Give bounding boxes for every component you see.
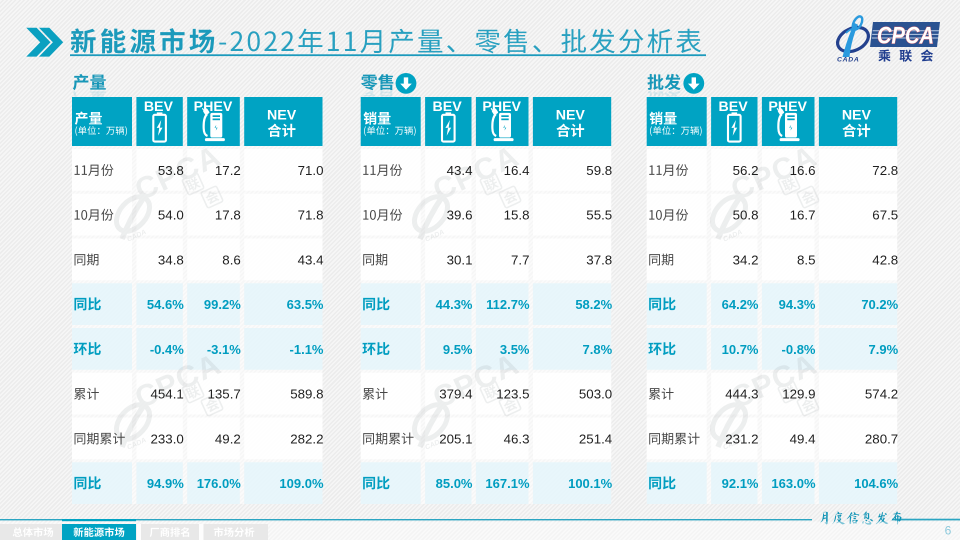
svg-text:53.8: 53.8 [158, 163, 184, 178]
svg-text:99.2%: 99.2% [204, 297, 241, 312]
svg-text:-0.8%: -0.8% [782, 342, 816, 357]
svg-text:123.5: 123.5 [496, 387, 529, 402]
svg-text:64.2%: 64.2% [722, 297, 759, 312]
svg-text:PHEV: PHEV [482, 99, 521, 115]
svg-text:34.8: 34.8 [158, 252, 184, 267]
svg-text:CPCA: CPCA [877, 23, 934, 50]
svg-text:-1.1%: -1.1% [290, 342, 324, 357]
svg-text:46.3: 46.3 [504, 431, 530, 446]
svg-text:282.2: 282.2 [290, 431, 323, 446]
svg-text:39.6: 39.6 [447, 208, 473, 223]
svg-text:109.0%: 109.0% [279, 476, 324, 491]
svg-text:CADA: CADA [837, 57, 859, 64]
svg-text:34.2: 34.2 [733, 252, 759, 267]
svg-text:231.2: 231.2 [725, 431, 758, 446]
svg-text:NEV: NEV [556, 108, 586, 124]
svg-text:7.9%: 7.9% [869, 342, 899, 357]
svg-text:BEV: BEV [433, 99, 463, 115]
svg-text:7.8%: 7.8% [583, 342, 613, 357]
svg-text:16.6: 16.6 [790, 163, 816, 178]
svg-text:67.5: 67.5 [872, 208, 898, 223]
svg-text:NEV: NEV [267, 108, 297, 124]
svg-text:PHEV: PHEV [768, 99, 807, 115]
svg-text:42.8: 42.8 [872, 252, 898, 267]
svg-text:43.4: 43.4 [298, 252, 324, 267]
svg-text:454.1: 454.1 [151, 387, 184, 402]
svg-text:503.0: 503.0 [579, 387, 612, 402]
svg-text:50.8: 50.8 [733, 208, 759, 223]
svg-text:15.8: 15.8 [504, 208, 530, 223]
svg-text:92.1%: 92.1% [722, 476, 759, 491]
svg-text:58.2%: 58.2% [575, 297, 612, 312]
svg-text:30.1: 30.1 [447, 252, 473, 267]
svg-text:129.9: 129.9 [782, 387, 815, 402]
svg-text:8.6: 8.6 [222, 252, 241, 267]
svg-text:444.3: 444.3 [725, 387, 758, 402]
svg-text:43.4: 43.4 [447, 163, 473, 178]
svg-text:56.2: 56.2 [733, 163, 759, 178]
svg-text:6: 6 [945, 524, 952, 538]
svg-text:49.4: 49.4 [790, 431, 816, 446]
svg-text:163.0%: 163.0% [771, 476, 816, 491]
svg-text:167.1%: 167.1% [485, 476, 530, 491]
svg-text:49.2: 49.2 [215, 431, 241, 446]
svg-text:205.1: 205.1 [439, 431, 472, 446]
svg-text:176.0%: 176.0% [197, 476, 242, 491]
svg-text:104.6%: 104.6% [854, 476, 899, 491]
svg-text:17.8: 17.8 [215, 208, 241, 223]
svg-text:37.8: 37.8 [586, 252, 612, 267]
svg-text:9.5%: 9.5% [443, 342, 473, 357]
svg-text:59.8: 59.8 [586, 163, 612, 178]
svg-text:16.7: 16.7 [790, 208, 816, 223]
svg-text:71.0: 71.0 [298, 163, 324, 178]
svg-text:85.0%: 85.0% [436, 476, 473, 491]
svg-text:589.8: 589.8 [290, 387, 323, 402]
svg-text:55.5: 55.5 [586, 208, 612, 223]
svg-text:72.8: 72.8 [872, 163, 898, 178]
svg-text:7.7: 7.7 [511, 252, 530, 267]
svg-text:PHEV: PHEV [194, 99, 233, 115]
svg-text:94.3%: 94.3% [779, 297, 816, 312]
svg-text:8.5: 8.5 [797, 252, 816, 267]
svg-text:112.7%: 112.7% [486, 297, 530, 312]
svg-text:233.0: 233.0 [151, 431, 184, 446]
svg-text:94.9%: 94.9% [147, 476, 184, 491]
svg-text:17.2: 17.2 [215, 163, 241, 178]
svg-text:100.1%: 100.1% [568, 476, 613, 491]
svg-text:3.5%: 3.5% [500, 342, 530, 357]
svg-text:BEV: BEV [719, 99, 749, 115]
svg-text:-0.4%: -0.4% [150, 342, 184, 357]
svg-text:70.2%: 70.2% [861, 297, 898, 312]
svg-text:44.3%: 44.3% [436, 297, 473, 312]
svg-text:54.0: 54.0 [158, 208, 184, 223]
svg-text:135.7: 135.7 [208, 387, 241, 402]
svg-text:10.7%: 10.7% [722, 342, 759, 357]
svg-text:63.5%: 63.5% [287, 297, 324, 312]
svg-text:16.4: 16.4 [504, 163, 530, 178]
svg-text:71.8: 71.8 [298, 208, 324, 223]
svg-text:-3.1%: -3.1% [207, 342, 241, 357]
svg-text:NEV: NEV [842, 108, 872, 124]
svg-text:574.2: 574.2 [865, 387, 898, 402]
svg-text:379.4: 379.4 [439, 387, 472, 402]
svg-text:54.6%: 54.6% [147, 297, 184, 312]
svg-text:BEV: BEV [144, 99, 174, 115]
svg-text:280.7: 280.7 [865, 431, 898, 446]
svg-text:251.4: 251.4 [579, 431, 612, 446]
